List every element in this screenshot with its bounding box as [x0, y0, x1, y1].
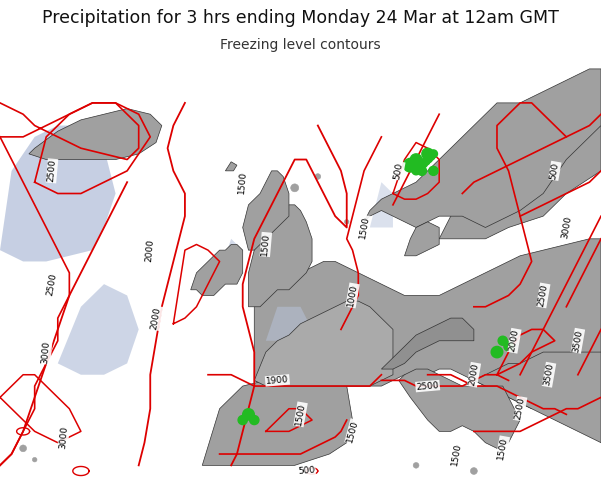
Circle shape — [344, 220, 349, 224]
Polygon shape — [382, 318, 474, 369]
Text: 2500: 2500 — [537, 284, 550, 307]
Text: 3000: 3000 — [58, 425, 69, 449]
Text: 2000: 2000 — [150, 306, 162, 330]
Circle shape — [491, 346, 503, 358]
Polygon shape — [0, 125, 115, 262]
Polygon shape — [254, 239, 601, 437]
Text: 1500: 1500 — [294, 402, 307, 427]
Polygon shape — [254, 194, 278, 227]
Circle shape — [291, 184, 299, 192]
Polygon shape — [474, 352, 601, 443]
Text: 1500: 1500 — [237, 170, 248, 194]
Polygon shape — [254, 301, 393, 386]
Text: 3500: 3500 — [543, 363, 555, 387]
Circle shape — [403, 159, 417, 172]
Circle shape — [504, 342, 513, 351]
Circle shape — [471, 468, 477, 474]
Circle shape — [422, 148, 433, 160]
Circle shape — [412, 167, 420, 175]
Polygon shape — [248, 205, 312, 307]
Circle shape — [281, 208, 285, 213]
Text: 1500: 1500 — [496, 436, 509, 461]
Circle shape — [249, 415, 259, 425]
Text: 2500: 2500 — [514, 397, 526, 421]
Circle shape — [498, 336, 507, 346]
Circle shape — [417, 162, 425, 170]
Polygon shape — [29, 108, 162, 160]
Polygon shape — [225, 162, 237, 171]
Text: 500: 500 — [297, 466, 316, 476]
Text: 1900: 1900 — [266, 375, 289, 386]
Polygon shape — [191, 244, 243, 295]
Polygon shape — [364, 69, 601, 227]
Text: 2500: 2500 — [46, 272, 58, 296]
Polygon shape — [370, 182, 393, 227]
Polygon shape — [58, 284, 139, 375]
Text: 2000: 2000 — [145, 238, 156, 262]
Text: 3000: 3000 — [41, 340, 52, 364]
Circle shape — [419, 160, 427, 167]
Circle shape — [427, 152, 435, 160]
Polygon shape — [203, 375, 353, 466]
Text: 500: 500 — [393, 162, 404, 180]
Polygon shape — [439, 125, 601, 239]
Text: 3500: 3500 — [572, 328, 584, 353]
Text: 2000: 2000 — [508, 329, 520, 353]
Polygon shape — [266, 307, 312, 341]
Text: 1500: 1500 — [345, 419, 360, 444]
Text: 1500: 1500 — [260, 233, 271, 256]
Text: 1500: 1500 — [450, 442, 463, 466]
Text: Precipitation for 3 hrs ending Monday 24 Mar at 12am GMT: Precipitation for 3 hrs ending Monday 24… — [42, 9, 559, 27]
Polygon shape — [398, 369, 520, 448]
Text: 1500: 1500 — [358, 215, 370, 240]
Text: 3000: 3000 — [560, 215, 573, 240]
Circle shape — [429, 150, 438, 158]
Circle shape — [424, 155, 433, 163]
Circle shape — [413, 463, 419, 468]
Text: 2500: 2500 — [46, 159, 58, 183]
Circle shape — [32, 457, 37, 462]
Text: 1000: 1000 — [346, 284, 359, 307]
Circle shape — [429, 166, 438, 175]
Text: 2500: 2500 — [416, 381, 439, 391]
Polygon shape — [404, 222, 439, 256]
Circle shape — [315, 174, 321, 180]
Circle shape — [238, 415, 248, 425]
Text: Freezing level contours: Freezing level contours — [220, 38, 381, 52]
Text: 500: 500 — [549, 162, 561, 180]
Circle shape — [417, 166, 427, 175]
Circle shape — [410, 154, 422, 165]
Circle shape — [20, 445, 26, 452]
Polygon shape — [243, 171, 289, 250]
Circle shape — [422, 157, 430, 165]
Text: 2000: 2000 — [468, 363, 480, 387]
Polygon shape — [219, 239, 243, 273]
Circle shape — [243, 409, 254, 420]
Circle shape — [415, 164, 423, 172]
